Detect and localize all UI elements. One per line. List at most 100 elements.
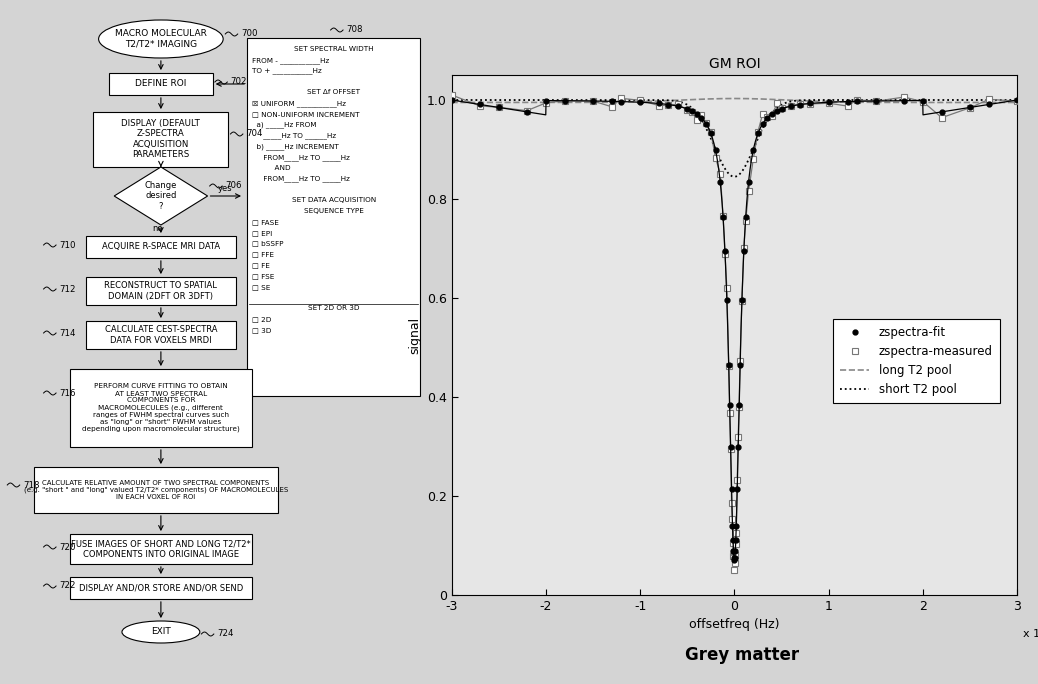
long T2 pool <box>994 98 1007 107</box>
Text: no: no <box>153 224 163 233</box>
zspectra-fit <box>690 109 703 118</box>
Text: SET Δf OFFSET: SET Δf OFFSET <box>307 89 360 95</box>
Text: □ bSSFP: □ bSSFP <box>252 240 283 246</box>
X-axis label: offsetfreq (Hz): offsetfreq (Hz) <box>689 618 780 631</box>
short T2 pool <box>994 96 1007 104</box>
zspectra-measured <box>690 116 703 124</box>
Text: □ 2D: □ 2D <box>252 316 272 322</box>
FancyBboxPatch shape <box>93 111 228 166</box>
Text: □ 3D: □ 3D <box>252 327 272 333</box>
Title: GM ROI: GM ROI <box>709 57 760 71</box>
Text: □ FSE: □ FSE <box>252 273 275 279</box>
Text: 724: 724 <box>217 629 234 638</box>
Text: SET SPECTRAL WIDTH: SET SPECTRAL WIDTH <box>294 46 374 52</box>
short T2 pool <box>1011 96 1023 104</box>
Line: long T2 pool: long T2 pool <box>452 98 1017 103</box>
short T2 pool <box>994 96 1007 104</box>
Text: CALCULATE RELATIVE AMOUNT OF TWO SPECTRAL COMPONENTS
(e.g. "short " and "long" v: CALCULATE RELATIVE AMOUNT OF TWO SPECTRA… <box>24 479 288 500</box>
Text: FROM - ___________Hz: FROM - ___________Hz <box>252 57 329 64</box>
long T2 pool <box>706 95 718 103</box>
Text: PERFORM CURVE FITTING TO OBTAIN
AT LEAST TWO SPECTRAL
COMPONENTS FOR
MACROMOLECU: PERFORM CURVE FITTING TO OBTAIN AT LEAST… <box>82 384 240 432</box>
Text: □ NON-UNIFORM INCREMENT: □ NON-UNIFORM INCREMENT <box>252 111 360 117</box>
short T2 pool <box>891 96 903 104</box>
FancyBboxPatch shape <box>85 277 237 305</box>
zspectra-fit <box>729 556 741 564</box>
Text: FROM____Hz TO _____Hz: FROM____Hz TO _____Hz <box>252 154 350 161</box>
Text: FUSE IMAGES OF SHORT AND LONG T2/T2*
COMPONENTS INTO ORIGINAL IMAGE: FUSE IMAGES OF SHORT AND LONG T2/T2* COM… <box>71 539 251 559</box>
zspectra-measured <box>445 91 458 99</box>
Line: zspectra-measured: zspectra-measured <box>448 92 1020 573</box>
Text: □ SE: □ SE <box>252 284 271 289</box>
Text: FROM____Hz TO _____Hz: FROM____Hz TO _____Hz <box>252 176 350 183</box>
Text: DISPLAY (DEFAULT
Z-SPECTRA
ACQUISITION
PARAMETERS: DISPLAY (DEFAULT Z-SPECTRA ACQUISITION P… <box>121 119 200 159</box>
zspectra-measured <box>841 102 853 110</box>
Text: 718: 718 <box>23 480 39 490</box>
Text: RECONSTRUCT TO SPATIAL
DOMAIN (2DFT OR 3DFT): RECONSTRUCT TO SPATIAL DOMAIN (2DFT OR 3… <box>105 281 217 301</box>
Text: Change
desired
?: Change desired ? <box>144 181 177 211</box>
zspectra-measured <box>726 499 738 507</box>
short T2 pool <box>706 136 718 144</box>
zspectra-fit <box>1011 96 1023 104</box>
Line: zspectra-fit: zspectra-fit <box>449 98 1019 563</box>
Text: SET DATA ACQUISITION: SET DATA ACQUISITION <box>292 197 376 203</box>
Text: 712: 712 <box>59 285 76 293</box>
Ellipse shape <box>122 621 200 643</box>
Text: DEFINE ROI: DEFINE ROI <box>135 79 187 88</box>
Text: TO + ___________Hz: TO + ___________Hz <box>252 68 322 75</box>
Text: □ EPI: □ EPI <box>252 230 273 235</box>
Text: EXIT: EXIT <box>151 627 171 637</box>
short T2 pool <box>474 96 487 104</box>
FancyBboxPatch shape <box>70 369 251 447</box>
Text: 704: 704 <box>246 129 263 138</box>
FancyBboxPatch shape <box>70 577 251 599</box>
zspectra-fit <box>841 97 853 105</box>
long T2 pool <box>1011 98 1023 107</box>
Text: ACQUIRE R-SPACE MRI DATA: ACQUIRE R-SPACE MRI DATA <box>102 243 220 252</box>
zspectra-fit <box>445 96 458 104</box>
Text: 720: 720 <box>59 542 76 551</box>
FancyBboxPatch shape <box>85 321 237 349</box>
Text: MACRO MOLECULAR
T2/T2* IMAGING: MACRO MOLECULAR T2/T2* IMAGING <box>115 29 207 49</box>
Line: short T2 pool: short T2 pool <box>452 100 1017 176</box>
Y-axis label: signal: signal <box>408 317 421 354</box>
Text: x 10⁴: x 10⁴ <box>1022 629 1038 639</box>
FancyBboxPatch shape <box>109 73 213 95</box>
Text: AND: AND <box>252 165 291 171</box>
Text: 702: 702 <box>230 77 247 86</box>
short T2 pool <box>720 167 733 175</box>
long T2 pool <box>720 94 733 103</box>
Ellipse shape <box>99 20 223 58</box>
Text: yes: yes <box>218 184 233 193</box>
Legend: zspectra-fit, zspectra-measured, long T2 pool, short T2 pool: zspectra-fit, zspectra-measured, long T2… <box>832 319 1000 403</box>
Text: 708: 708 <box>347 25 362 34</box>
long T2 pool <box>994 98 1007 107</box>
zspectra-fit <box>729 547 741 555</box>
FancyBboxPatch shape <box>85 236 237 258</box>
Text: 714: 714 <box>59 328 76 337</box>
Text: 700: 700 <box>241 29 257 38</box>
Text: b) _____Hz INCREMENT: b) _____Hz INCREMENT <box>252 143 339 150</box>
FancyBboxPatch shape <box>70 534 251 564</box>
zspectra-measured <box>1011 97 1023 105</box>
zspectra-fit <box>726 485 738 493</box>
zspectra-measured <box>729 566 741 575</box>
FancyBboxPatch shape <box>33 467 278 513</box>
long T2 pool <box>474 98 487 107</box>
zspectra-fit <box>709 146 721 155</box>
short T2 pool <box>728 172 740 181</box>
short T2 pool <box>445 96 458 104</box>
Text: □ FFE: □ FFE <box>252 251 274 257</box>
long T2 pool <box>891 98 903 107</box>
Text: 706: 706 <box>225 181 242 191</box>
Text: Grey matter: Grey matter <box>685 646 799 664</box>
Text: _____Hz TO ______Hz: _____Hz TO ______Hz <box>252 133 336 139</box>
zspectra-measured <box>964 103 977 111</box>
zspectra-measured <box>709 154 721 162</box>
Polygon shape <box>114 167 208 225</box>
Text: 716: 716 <box>59 389 76 397</box>
long T2 pool <box>728 94 740 103</box>
FancyBboxPatch shape <box>247 38 420 396</box>
Text: SET 2D OR 3D: SET 2D OR 3D <box>308 305 359 311</box>
Text: □ FASE: □ FASE <box>252 219 279 225</box>
zspectra-fit <box>964 103 977 111</box>
